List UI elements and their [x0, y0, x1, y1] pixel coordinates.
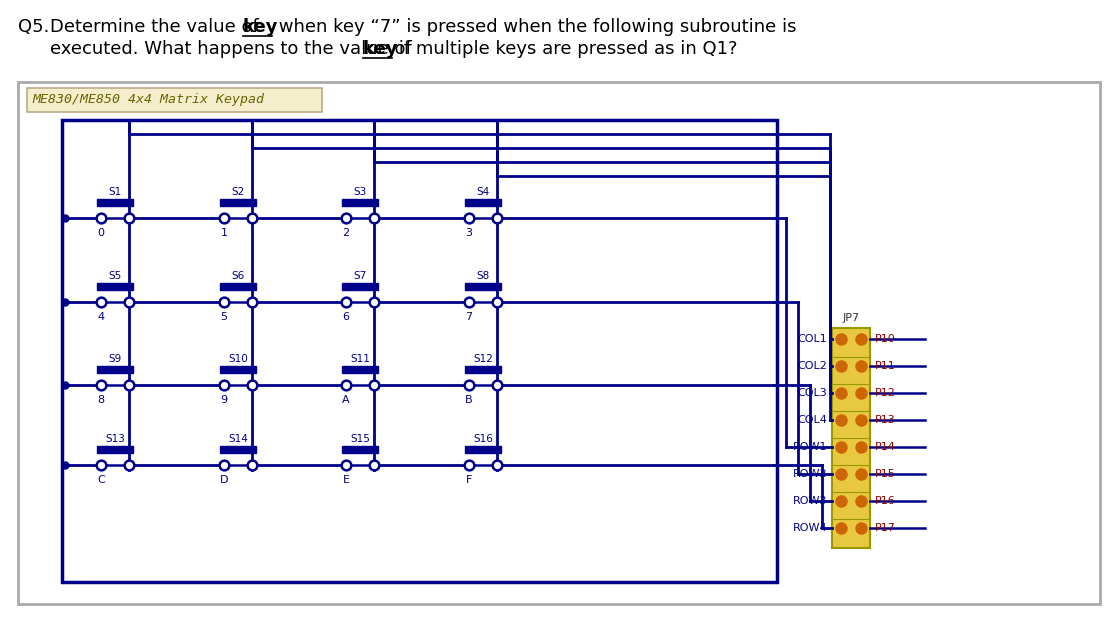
Text: C: C	[97, 475, 105, 485]
Text: COL3: COL3	[797, 388, 827, 398]
Text: 6: 6	[343, 312, 349, 322]
Bar	[97, 283, 133, 290]
Bar	[220, 446, 256, 453]
Text: S7: S7	[354, 271, 366, 281]
Text: S1: S1	[109, 187, 122, 197]
Text: D: D	[220, 475, 228, 485]
Text: Q5.: Q5.	[18, 18, 49, 36]
Text: E: E	[343, 475, 349, 485]
Text: if multiple keys are pressed as in Q1?: if multiple keys are pressed as in Q1?	[393, 40, 737, 58]
Text: S2: S2	[232, 187, 244, 197]
Bar	[97, 446, 133, 453]
Text: P11: P11	[875, 361, 896, 371]
Text: P14: P14	[875, 442, 896, 452]
Bar	[465, 199, 501, 206]
Text: 4: 4	[97, 312, 104, 322]
Text: B: B	[465, 395, 473, 405]
Text: P13: P13	[875, 415, 896, 425]
Text: 0: 0	[97, 228, 104, 238]
Text: 7: 7	[466, 312, 473, 322]
Text: COL4: COL4	[797, 415, 827, 425]
Bar	[465, 366, 501, 373]
Text: S3: S3	[354, 187, 366, 197]
Text: 3: 3	[466, 228, 473, 238]
Text: 1: 1	[221, 228, 227, 238]
Bar	[62, 120, 777, 582]
Text: 8: 8	[97, 395, 104, 405]
Text: P16: P16	[875, 496, 896, 506]
Text: 5: 5	[221, 312, 227, 322]
Text: Determine the value of: Determine the value of	[50, 18, 264, 36]
Text: executed. What happens to the value of: executed. What happens to the value of	[50, 40, 418, 58]
Text: S8: S8	[476, 271, 489, 281]
Text: ROW2: ROW2	[792, 469, 827, 479]
Text: S13: S13	[105, 434, 125, 444]
Text: ROW3: ROW3	[793, 496, 827, 506]
Text: P17: P17	[875, 523, 896, 533]
Bar	[220, 283, 256, 290]
Bar	[97, 366, 133, 373]
Text: when key “7” is pressed when the following subroutine is: when key “7” is pressed when the followi…	[273, 18, 796, 36]
Text: P12: P12	[875, 388, 896, 398]
Bar	[342, 366, 377, 373]
Bar	[342, 199, 377, 206]
Text: ME830/ME850 4x4 Matrix Keypad: ME830/ME850 4x4 Matrix Keypad	[32, 94, 264, 106]
Text: S6: S6	[232, 271, 244, 281]
Bar	[220, 366, 256, 373]
Text: S9: S9	[109, 354, 122, 364]
Text: key: key	[243, 18, 279, 36]
Bar	[27, 88, 323, 112]
Text: key: key	[363, 40, 399, 58]
Bar	[18, 82, 1100, 604]
Text: S12: S12	[473, 354, 493, 364]
Bar	[465, 446, 501, 453]
Text: F: F	[466, 475, 473, 485]
Text: COL1: COL1	[797, 334, 827, 344]
Text: JP7: JP7	[842, 313, 859, 323]
Text: S11: S11	[351, 354, 370, 364]
Text: 9: 9	[221, 395, 227, 405]
Bar	[97, 199, 133, 206]
Text: A: A	[343, 395, 349, 405]
Bar	[220, 199, 256, 206]
Text: P10: P10	[875, 334, 896, 344]
Text: S4: S4	[476, 187, 489, 197]
Text: S14: S14	[228, 434, 248, 444]
Text: S10: S10	[228, 354, 248, 364]
Bar	[342, 283, 377, 290]
Text: ROW4: ROW4	[792, 523, 827, 533]
Text: S16: S16	[473, 434, 493, 444]
Bar	[342, 446, 377, 453]
Bar	[465, 283, 501, 290]
Text: S15: S15	[351, 434, 370, 444]
Text: ROW1: ROW1	[793, 442, 827, 452]
Bar	[832, 328, 870, 548]
Text: COL2: COL2	[797, 361, 827, 371]
Text: S5: S5	[109, 271, 122, 281]
Text: P15: P15	[875, 469, 896, 479]
Text: 2: 2	[343, 228, 349, 238]
